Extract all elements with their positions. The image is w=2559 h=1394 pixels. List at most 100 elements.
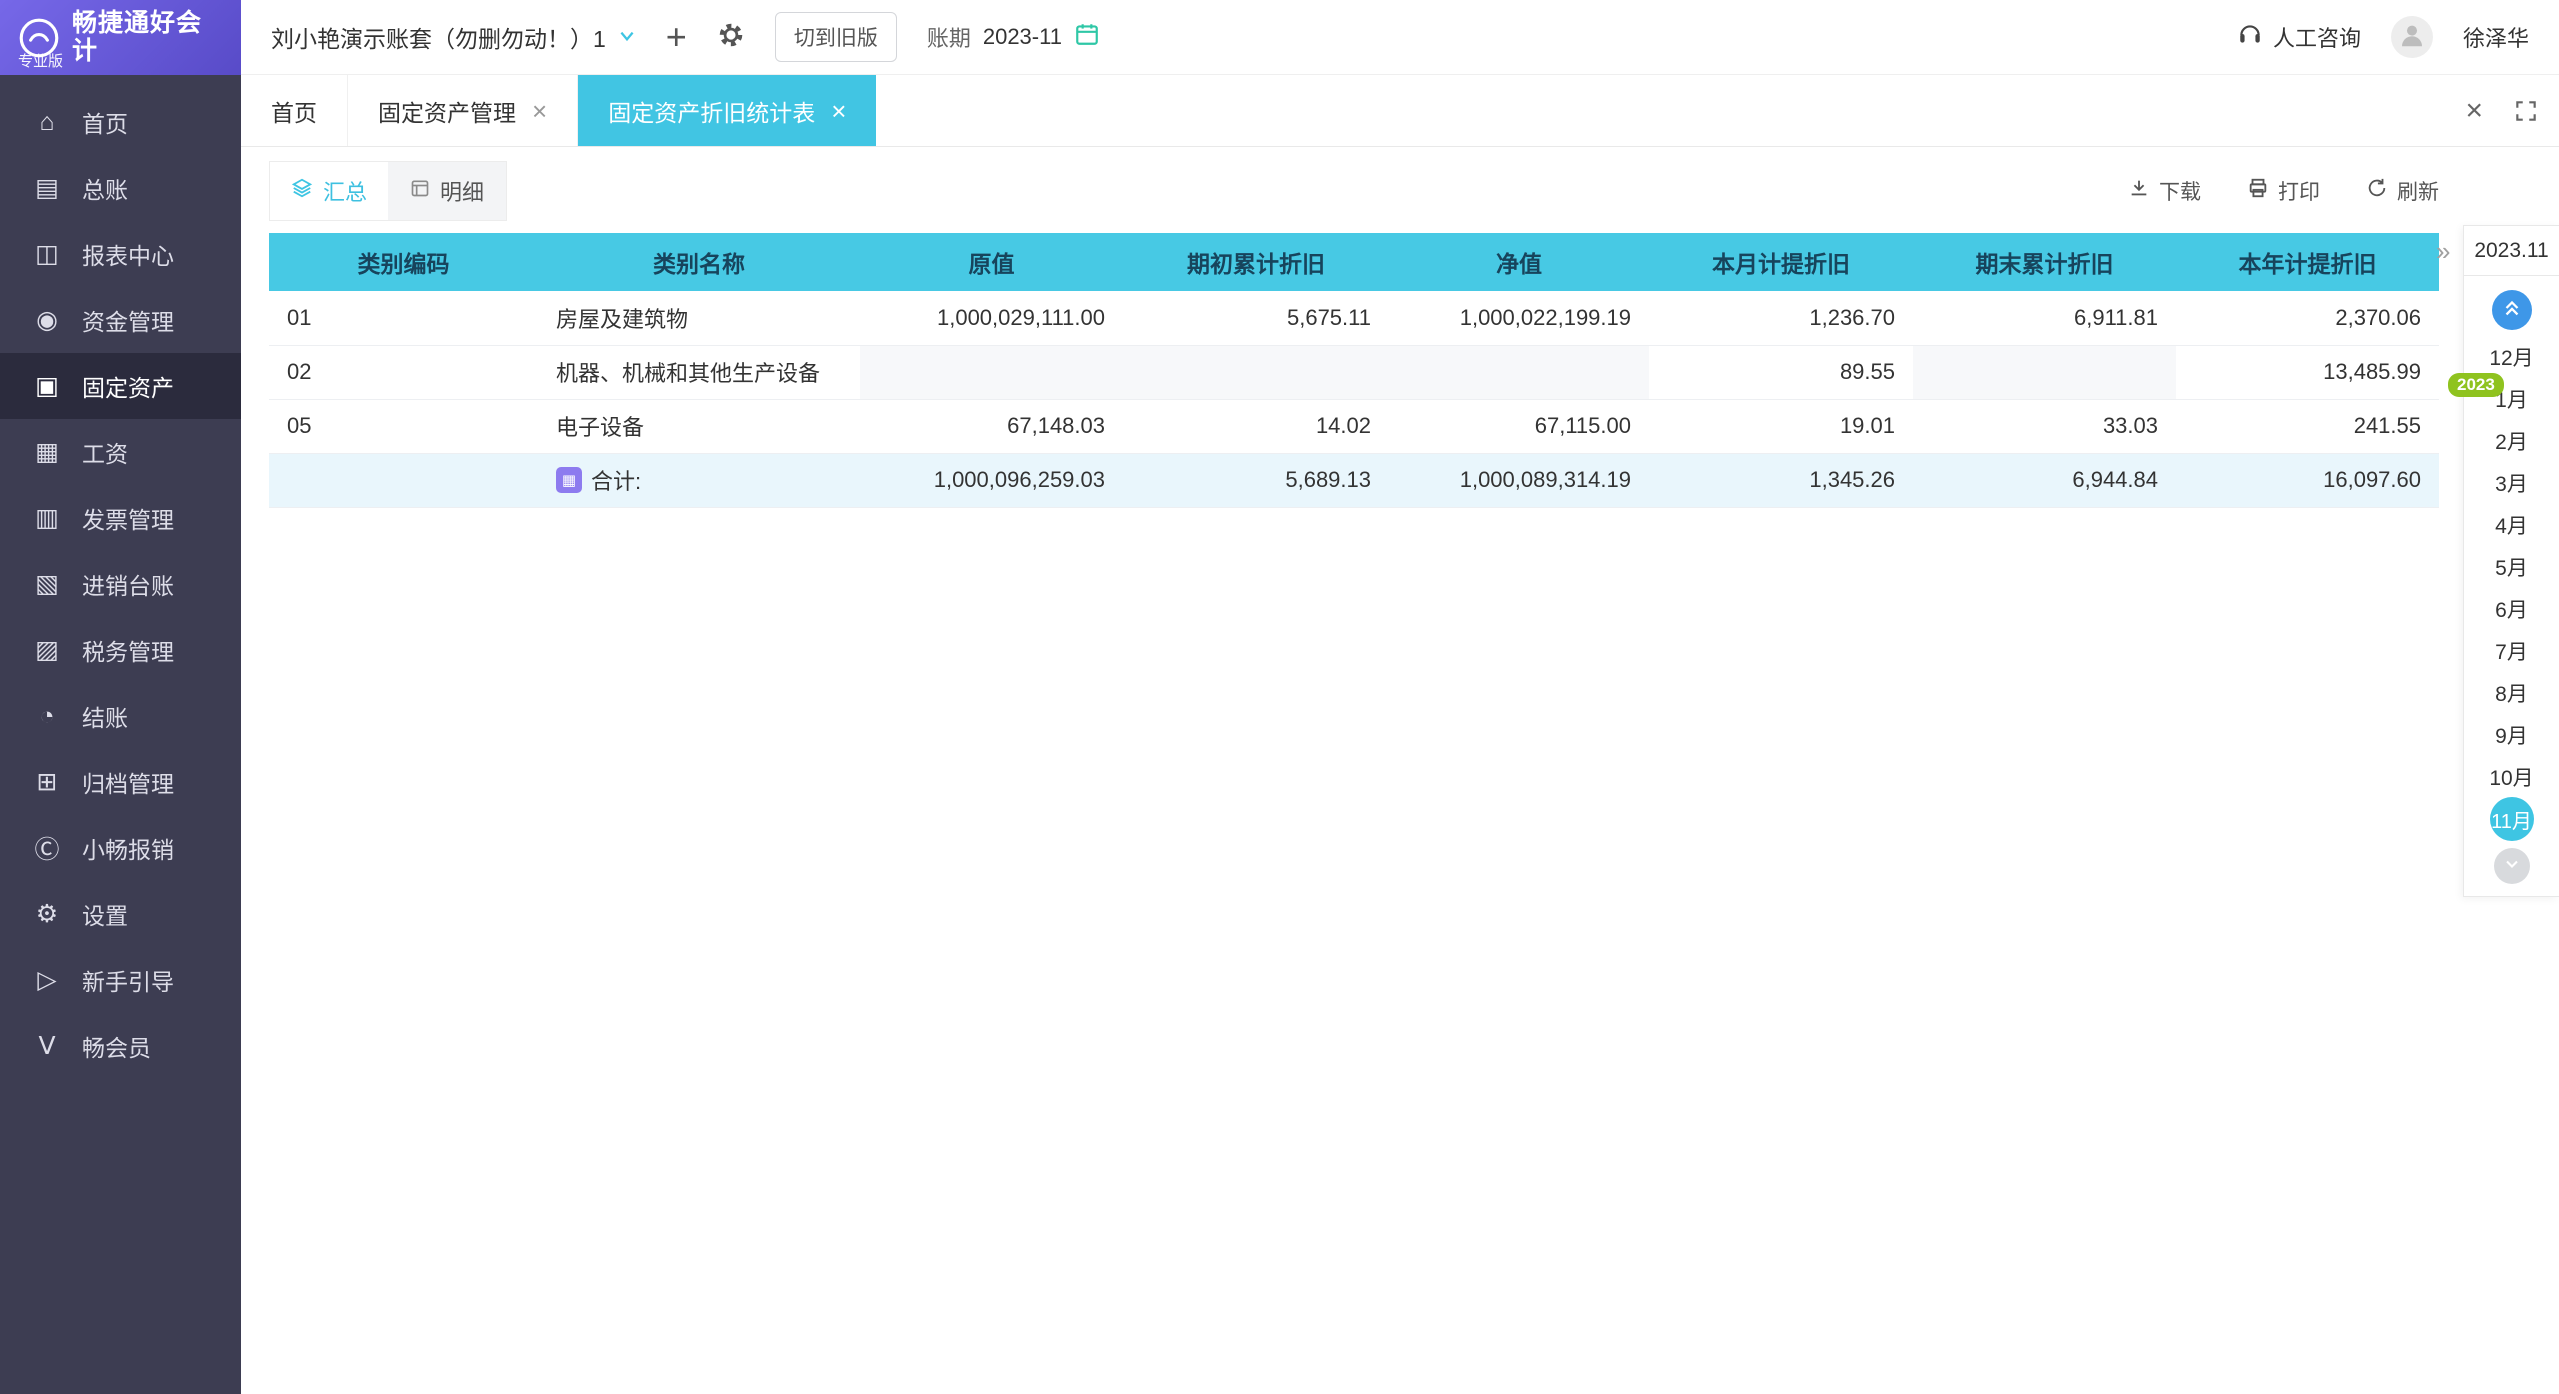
brand-logo-icon — [16, 15, 62, 61]
action-label: 打印 — [2278, 181, 2320, 204]
sidebar-item-general-ledger[interactable]: ▤ 总账 — [0, 155, 241, 221]
brand-logo-area: 畅捷通好会计 专业版 — [0, 0, 241, 75]
tab-close-icon[interactable]: × — [532, 95, 548, 126]
sidebar-item-invoice-management[interactable]: ▥ 发票管理 — [0, 485, 241, 551]
archive-icon: ⊞ — [36, 768, 58, 796]
assets-icon: ▣ — [35, 372, 59, 400]
cell: 6,911.81 — [1913, 291, 2176, 346]
cell: 02 — [269, 345, 538, 400]
month-1月[interactable]: 1月 — [2495, 389, 2528, 412]
brand-title: 畅捷通好会计 — [72, 9, 203, 65]
tab-home[interactable]: 首页 — [241, 75, 348, 146]
inout-icon: ▧ — [35, 570, 59, 598]
cell: 5,675.11 — [1123, 291, 1389, 346]
month-10月[interactable]: 10月 — [2489, 767, 2534, 790]
tab-fixed-assets-management[interactable]: 固定资产管理 × — [348, 75, 579, 146]
support-label: 人工咨询 — [2272, 26, 2361, 51]
column-header: 原值 — [860, 233, 1123, 291]
tab-depreciation-report[interactable]: 固定资产折旧统计表 × — [578, 75, 877, 146]
total-cell: 1,345.26 — [1649, 453, 1913, 508]
column-header: 类别编码 — [269, 233, 538, 291]
total-label-cell: ▦ 合计: — [538, 453, 860, 508]
month-3月[interactable]: 3月 — [2495, 473, 2528, 496]
table-row: 05 电子设备 67,148.03 14.02 67,115.00 19.01 33.03 2… — [269, 399, 2439, 454]
fullscreen-icon[interactable] — [2513, 98, 2539, 124]
month-9月[interactable]: 9月 — [2495, 725, 2528, 748]
sidebar-item-label: 首页 — [82, 111, 128, 137]
month-6月[interactable]: 6月 — [2495, 599, 2528, 622]
month-8月[interactable]: 8月 — [2495, 683, 2528, 706]
gear-icon: ⚙ — [35, 900, 59, 928]
selected-month: 11月 — [2489, 797, 2534, 841]
tab-label: 首页 — [271, 99, 317, 126]
sidebar-item-label: 新手引导 — [82, 969, 174, 995]
month-7月[interactable]: 7月 — [2495, 641, 2528, 664]
sidebar-item-member[interactable]: Ⅴ 畅会员 — [0, 1013, 241, 1079]
tabbar-right: × — [2465, 75, 2559, 146]
view-tab-label: 汇总 — [322, 180, 367, 205]
sidebar-item-label: 固定资产 — [82, 375, 174, 401]
month-2月[interactable]: 2月 — [2495, 431, 2528, 454]
sidebar-item-closing[interactable]: ◔ 结账 — [0, 683, 241, 749]
sidebar-item-purchase-sale-ledger[interactable]: ▧ 进销台账 — [0, 551, 241, 617]
settings-gear-button[interactable] — [717, 21, 745, 54]
user-icon — [2397, 20, 2427, 55]
sidebar-item-expense[interactable]: Ⓒ 小畅报销 — [0, 815, 241, 881]
report-table: 类别编码 类别名称 原值 期初累计折旧 净值 本月计提折旧 期末累计折旧 本年计提折旧 01 房屋… — [269, 233, 2439, 508]
sidebar-item-home[interactable]: ⌂ 首页 — [0, 89, 241, 155]
topbar: 畅捷通好会计 专业版 刘小艳演示账套（勿删勿动！）1 + 切到旧版 账期 202… — [0, 0, 2559, 75]
action-label: 下载 — [2159, 181, 2201, 204]
period-label: 账期 — [926, 26, 971, 51]
sidebar-item-settings[interactable]: ⚙ 设置 — [0, 881, 241, 947]
scroll-up-button[interactable] — [2491, 290, 2532, 330]
calendar-icon[interactable] — [1074, 21, 1100, 53]
print-button[interactable]: 打印 — [2247, 176, 2320, 206]
table-header-row: 类别编码 类别名称 原值 期初累计折旧 净值 本月计提折旧 期末累计折旧 本年计提折旧 — [269, 233, 2439, 291]
invoice-icon: ▥ — [35, 504, 59, 532]
download-button[interactable]: 下载 — [2128, 176, 2201, 206]
refresh-icon — [2366, 177, 2388, 205]
cell: 67,148.03 — [860, 399, 1123, 454]
close-tab-icon[interactable]: × — [2465, 93, 2483, 127]
sidebar-item-archive-management[interactable]: ⊞ 归档管理 — [0, 749, 241, 815]
view-switcher: 汇总 明细 — [269, 161, 507, 221]
avatar[interactable] — [2390, 16, 2433, 58]
sidebar-item-fixed-assets[interactable]: ▣ 固定资产 — [0, 353, 241, 419]
month-11月[interactable]: 11月 — [2464, 797, 2559, 841]
table-row: 01 房屋及建筑物 1,000,029,111.00 5,675.11 1,000,02… — [269, 291, 2439, 346]
month-5月[interactable]: 5月 — [2495, 557, 2528, 580]
cell: 241.55 — [2176, 399, 2439, 454]
view-tab-detail[interactable]: 明细 — [388, 162, 506, 220]
table-total-row: ▦ 合计: 1,000,096,259.03 5,689.13 1,000,089,31… — [269, 453, 2439, 508]
sidebar-item-tax-management[interactable]: ▨ 税务管理 — [0, 617, 241, 683]
view-tab-summary[interactable]: 汇总 — [270, 162, 388, 220]
headset-icon — [2237, 21, 2263, 53]
current-period: 2023.11 — [2474, 238, 2549, 262]
sidebar-item-beginner-guide[interactable]: ▷ 新手引导 — [0, 947, 241, 1013]
gear-icon — [717, 21, 745, 54]
ledger-icon: ▤ — [35, 174, 59, 202]
tax-icon: ▨ — [35, 636, 59, 664]
account-selector[interactable]: 刘小艳演示账套（勿删勿动！）1 — [271, 20, 636, 54]
month-4月[interactable]: 4月 — [2495, 515, 2528, 538]
month-12月[interactable]: 12月 — [2489, 347, 2534, 370]
sidebar-item-report-center[interactable]: ◫ 报表中心 — [0, 221, 241, 287]
sidebar-item-payroll[interactable]: ▦ 工资 — [0, 419, 241, 485]
sidebar-item-label: 工资 — [82, 441, 128, 467]
collapse-panel-icon[interactable]: » — [2436, 236, 2451, 266]
cell — [1913, 345, 2176, 400]
sidebar-item-fund-management[interactable]: ◉ 资金管理 — [0, 287, 241, 353]
tab-close-icon[interactable]: × — [831, 95, 847, 126]
month-list: 12月 1月 2月 3月 4月 5月 6月 7月 8月 9月 10月 11月 — [2464, 336, 2559, 841]
refresh-button[interactable]: 刷新 — [2366, 176, 2439, 206]
cell — [1123, 345, 1389, 400]
switch-old-version-button[interactable]: 切到旧版 — [774, 12, 897, 62]
view-tab-label: 明细 — [439, 180, 484, 205]
print-icon — [2247, 177, 2269, 205]
support-button[interactable]: 人工咨询 — [2237, 21, 2361, 53]
guide-icon: ▷ — [37, 966, 57, 994]
column-header: 期末累计折旧 — [1913, 233, 2176, 291]
scroll-down-button[interactable] — [2493, 848, 2530, 884]
add-account-button[interactable]: + — [666, 19, 687, 55]
